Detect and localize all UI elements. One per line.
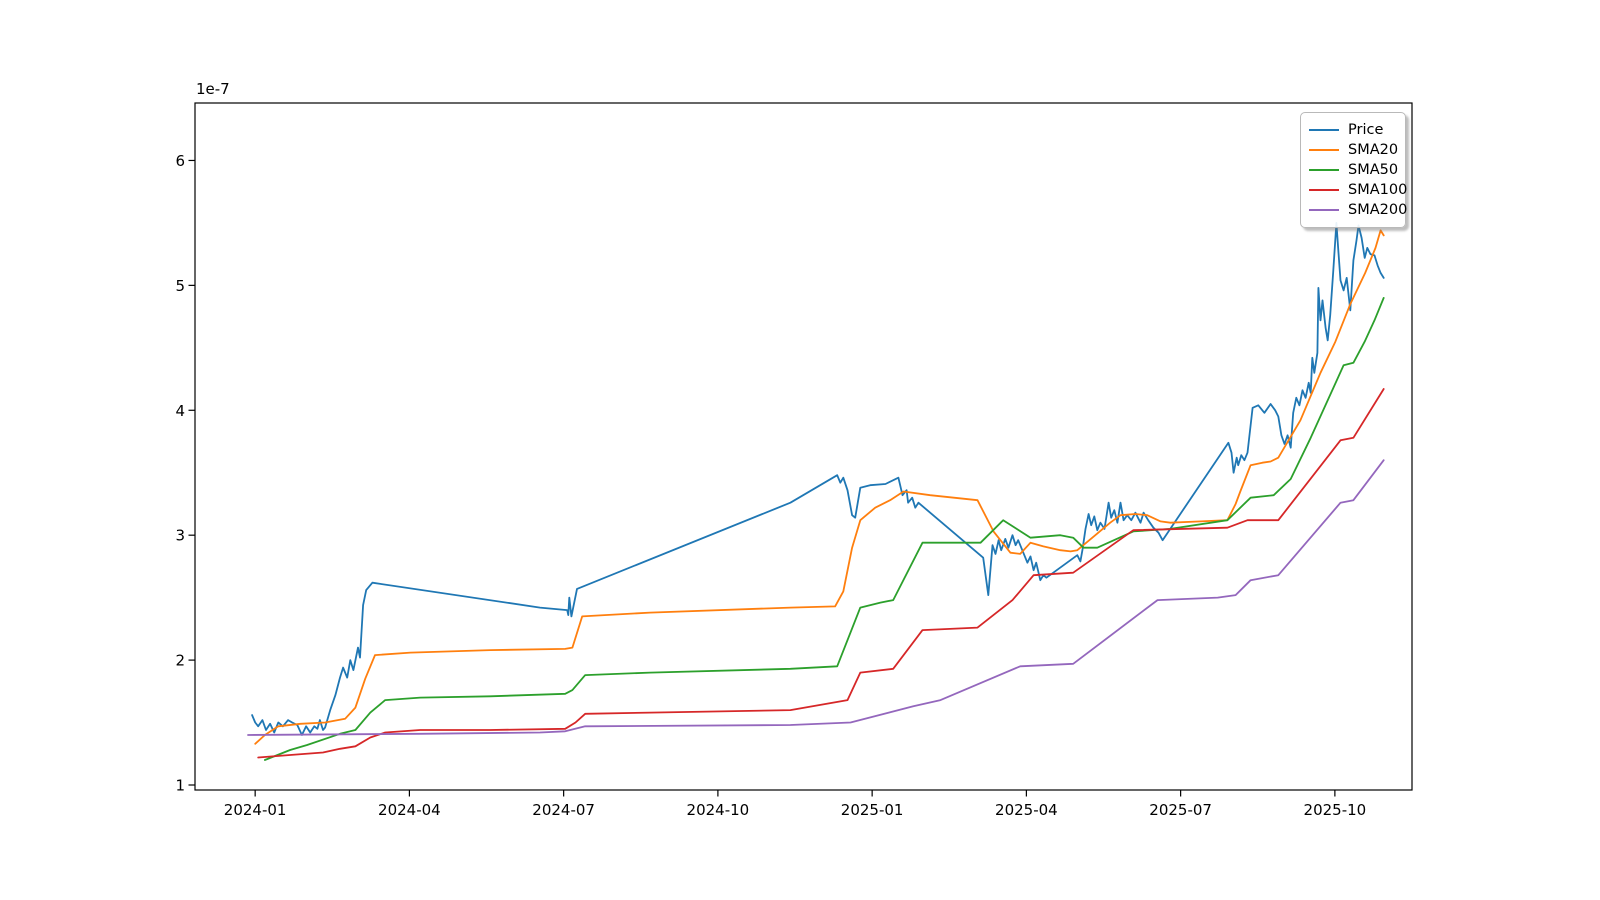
legend-entry-price: Price: [1309, 120, 1397, 140]
legend-entry-sma200: SMA200: [1309, 200, 1407, 220]
legend-entry-sma20: SMA20: [1309, 140, 1399, 160]
y-tick-label: 3: [175, 527, 185, 545]
legend-label: SMA50: [1348, 162, 1399, 178]
y-tick-label: 2: [175, 652, 185, 670]
x-tick-label: 2024-10: [687, 801, 750, 819]
legend-label: SMA100: [1348, 182, 1408, 198]
axis-ticks: 2024-01 2024-04 2024-07 2024-10 2025-01 2025-…: [175, 152, 1366, 819]
y-tick-label: 6: [175, 152, 185, 170]
x-tick-label: 2024-04: [378, 801, 441, 819]
y-tick-label: 5: [175, 277, 185, 295]
plot-border: [194, 102, 1413, 791]
x-tick-label: 2025-04: [995, 801, 1058, 819]
y-axis-offset-label: 1e-7: [196, 80, 230, 98]
series-line-sma20: [254, 229, 1385, 745]
legend-label: Price: [1348, 122, 1384, 138]
series-lines: [247, 221, 1385, 761]
x-tick-label: 2025-07: [1149, 801, 1212, 819]
x-tick-label: 2024-01: [224, 801, 287, 819]
legend-line-sample: [1309, 189, 1339, 191]
legend-line-sample: [1309, 169, 1339, 171]
legend-label: SMA20: [1348, 142, 1399, 158]
legend-line-sample: [1309, 209, 1339, 211]
x-tick-label: 2025-10: [1304, 801, 1367, 819]
series-line-sma200: [247, 459, 1385, 736]
legend-label: SMA200: [1348, 202, 1408, 218]
legend-line-sample: [1309, 149, 1339, 151]
legend-entry-sma50: SMA50: [1309, 160, 1399, 180]
series-line-price: [251, 221, 1385, 736]
series-line-sma100: [257, 388, 1385, 759]
legend-entry-sma100: SMA100: [1309, 180, 1407, 200]
x-tick-label: 2025-01: [841, 801, 904, 819]
legend-box: Price SMA20 SMA50 SMA100 SMA200: [1300, 112, 1407, 228]
x-tick-label: 2024-07: [532, 801, 595, 819]
y-tick-label: 4: [175, 402, 185, 420]
legend-line-sample: [1309, 129, 1339, 131]
y-tick-label: 1: [175, 777, 185, 795]
series-line-sma50: [263, 296, 1385, 761]
